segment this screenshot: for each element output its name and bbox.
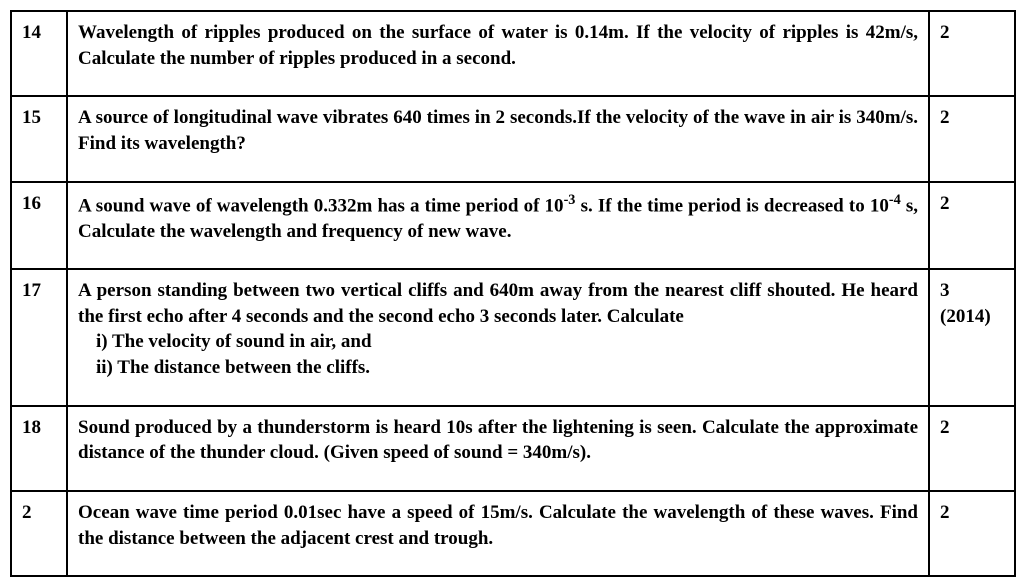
marks-value: 3 [940,280,950,301]
table-row: 16 A sound wave of wavelength 0.332m has… [11,182,1015,270]
q16-exp2: -4 [889,192,901,208]
question-marks: 2 [929,491,1015,576]
marks-year: (2014) [940,306,991,327]
question-marks: 2 [929,406,1015,491]
q17-main: A person standing between two vertical c… [78,280,918,327]
q17-sub1: i) The velocity of sound in air, and [78,329,918,355]
question-marks: 2 [929,182,1015,270]
q16-mid: s. If the time period is decreased to 10 [581,195,889,216]
question-number: 14 [11,11,67,96]
question-text: Wavelength of ripples produced on the su… [67,11,929,96]
question-number: 17 [11,269,67,406]
question-text: Ocean wave time period 0.01sec have a sp… [67,491,929,576]
questions-table: 14 Wavelength of ripples produced on the… [10,10,1016,577]
question-marks: 3 (2014) [929,269,1015,406]
question-number: 18 [11,406,67,491]
q16-pre: A sound wave of wavelength 0.332m has a … [78,195,564,216]
question-number: 15 [11,96,67,181]
question-number: 16 [11,182,67,270]
table-row: 17 A person standing between two vertica… [11,269,1015,406]
question-text: A sound wave of wavelength 0.332m has a … [67,182,929,270]
question-text: A person standing between two vertical c… [67,269,929,406]
table-row: 14 Wavelength of ripples produced on the… [11,11,1015,96]
question-number: 2 [11,491,67,576]
table-row: 18 Sound produced by a thunderstorm is h… [11,406,1015,491]
question-marks: 2 [929,11,1015,96]
question-text: A source of longitudinal wave vibrates 6… [67,96,929,181]
question-text: Sound produced by a thunderstorm is hear… [67,406,929,491]
table-row: 15 A source of longitudinal wave vibrate… [11,96,1015,181]
table-row: 2 Ocean wave time period 0.01sec have a … [11,491,1015,576]
question-marks: 2 [929,96,1015,181]
q17-sub2: ii) The distance between the cliffs. [78,355,918,381]
q16-exp1: -3 [564,192,576,208]
